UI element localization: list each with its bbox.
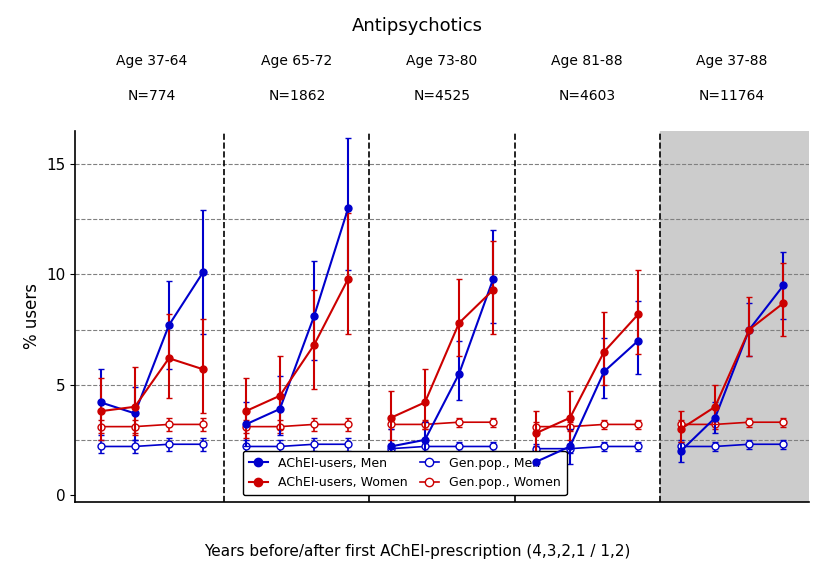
Text: Years before/after first AChEI-prescription (4,3,2,1 / 1,2): Years before/after first AChEI-prescript…: [203, 544, 631, 559]
Text: N=4525: N=4525: [414, 88, 470, 103]
Text: Age 37-88: Age 37-88: [696, 54, 768, 68]
Text: Antipsychotics: Antipsychotics: [351, 17, 483, 35]
Text: Age 65-72: Age 65-72: [261, 54, 333, 68]
Text: Age 37-64: Age 37-64: [116, 54, 188, 68]
Text: N=11764: N=11764: [699, 88, 766, 103]
Text: N=4603: N=4603: [559, 88, 615, 103]
Legend: AChEI-users, Men, AChEI-users, Women, Gen.pop., Men, Gen.pop., Women: AChEI-users, Men, AChEI-users, Women, Ge…: [243, 451, 566, 495]
Text: N=1862: N=1862: [269, 88, 325, 103]
Text: N=774: N=774: [128, 88, 176, 103]
Bar: [660, 131, 817, 502]
Y-axis label: % users: % users: [23, 283, 41, 349]
Text: Age 81-88: Age 81-88: [551, 54, 623, 68]
Text: Age 73-80: Age 73-80: [406, 54, 478, 68]
